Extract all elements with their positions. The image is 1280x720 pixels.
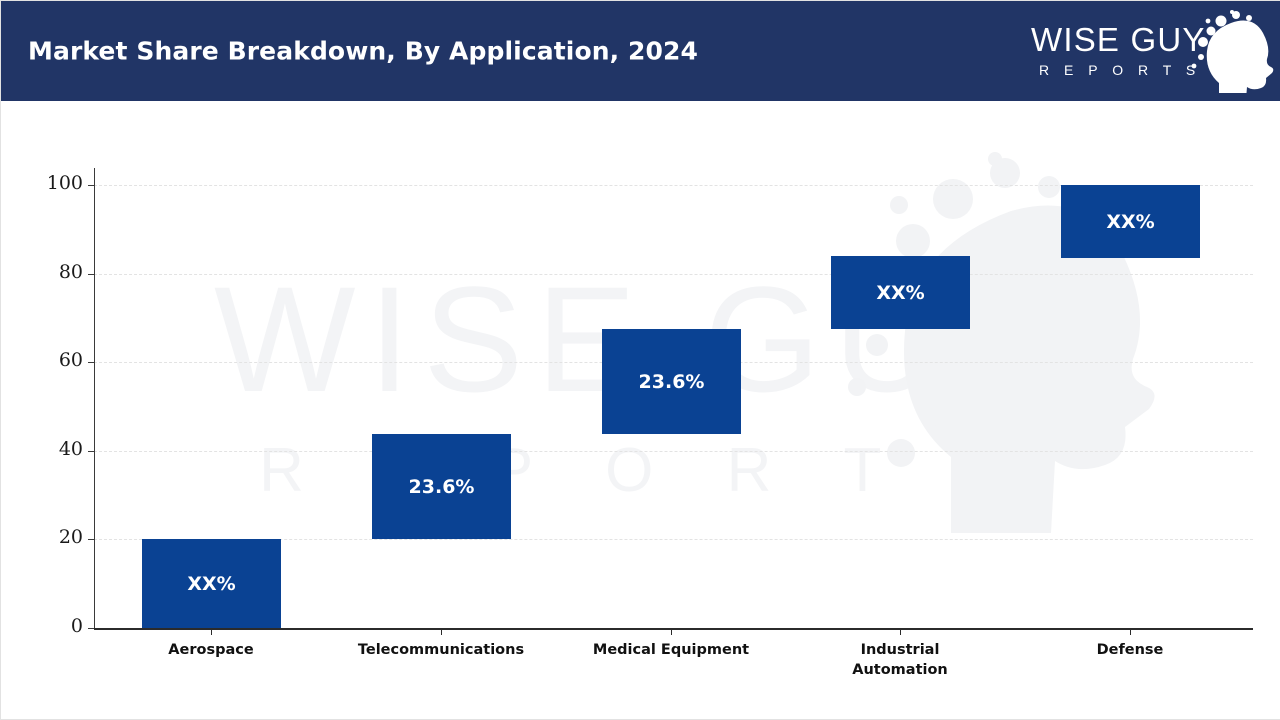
y-tick-mark-0 [88, 628, 94, 629]
bar-label-defense: XX% [1106, 210, 1155, 233]
x-tick-mark-aerospace [211, 628, 212, 635]
x-axis-line [94, 628, 1253, 630]
x-tick-label-industrial-automation: Industrial Automation [800, 641, 1000, 680]
logo-wordmark-line2: R E P O R T S [1039, 62, 1201, 78]
x-tick-mark-industrial-automation [900, 628, 901, 635]
logo-head-icon [1191, 10, 1274, 93]
gridline-40 [94, 451, 1253, 452]
logo-wordmark-line1: WISE GUY [1031, 21, 1206, 58]
x-tick-label-aerospace: Aerospace [111, 641, 311, 661]
y-tick-mark-60 [88, 362, 94, 363]
x-tick-label-medical-equipment-line1: Medical Equipment [592, 642, 750, 658]
bar-label-industrial-automation: XX% [876, 281, 925, 304]
x-tick-label-defense-line1: Defense [1096, 642, 1164, 658]
y-tick-label-20: 20 [58, 526, 83, 548]
x-tick-mark-defense [1130, 628, 1131, 635]
bar-label-telecommunications: 23.6% [408, 475, 475, 498]
gridline-100 [94, 185, 1253, 186]
bar-aerospace[interactable]: XX% [142, 539, 281, 628]
gridline-80 [94, 274, 1253, 275]
page-header: Market Share Breakdown, By Application, … [1, 1, 1280, 101]
y-tick-label-60: 60 [58, 349, 83, 371]
plot-area: 100 80 60 40 20 0 XX% 23.6% 23.6% [1, 101, 1280, 719]
x-tick-label-industrial-automation-line2: Automation [852, 661, 948, 678]
bar-defense[interactable]: XX% [1061, 185, 1200, 258]
y-tick-label-100: 100 [46, 172, 83, 194]
y-tick-label-0: 0 [70, 615, 83, 637]
x-tick-label-telecommunications-line1: Telecommunications [357, 642, 525, 658]
x-tick-label-defense: Defense [1030, 641, 1230, 661]
bar-medical-equipment[interactable]: 23.6% [602, 329, 741, 434]
x-tick-mark-medical-equipment [671, 628, 672, 635]
x-tick-label-telecommunications: Telecommunications [341, 641, 541, 661]
y-tick-mark-40 [88, 451, 94, 452]
gridline-20 [94, 539, 1253, 540]
bar-telecommunications[interactable]: 23.6% [372, 434, 511, 539]
x-tick-label-aerospace-line1: Aerospace [168, 642, 254, 658]
x-tick-label-industrial-automation-line1: Industrial [860, 642, 940, 658]
bar-label-medical-equipment: 23.6% [638, 370, 705, 393]
x-tick-mark-telecommunications [441, 628, 442, 635]
y-tick-mark-20 [88, 539, 94, 540]
y-axis-line [94, 168, 95, 629]
page-title: Market Share Breakdown, By Application, … [28, 36, 699, 66]
y-tick-mark-80 [88, 274, 94, 275]
x-tick-label-medical-equipment: Medical Equipment [571, 641, 771, 661]
wise-guy-reports-logo: WISE GUY R E P O R T S [1031, 10, 1274, 93]
y-tick-label-80: 80 [58, 261, 83, 283]
y-tick-mark-100 [88, 185, 94, 186]
y-tick-label-40: 40 [58, 438, 83, 460]
chart-canvas: WISE GUY R E P O R T S [1, 101, 1280, 719]
bar-label-aerospace: XX% [187, 572, 236, 595]
bar-industrial-automation[interactable]: XX% [831, 256, 970, 329]
